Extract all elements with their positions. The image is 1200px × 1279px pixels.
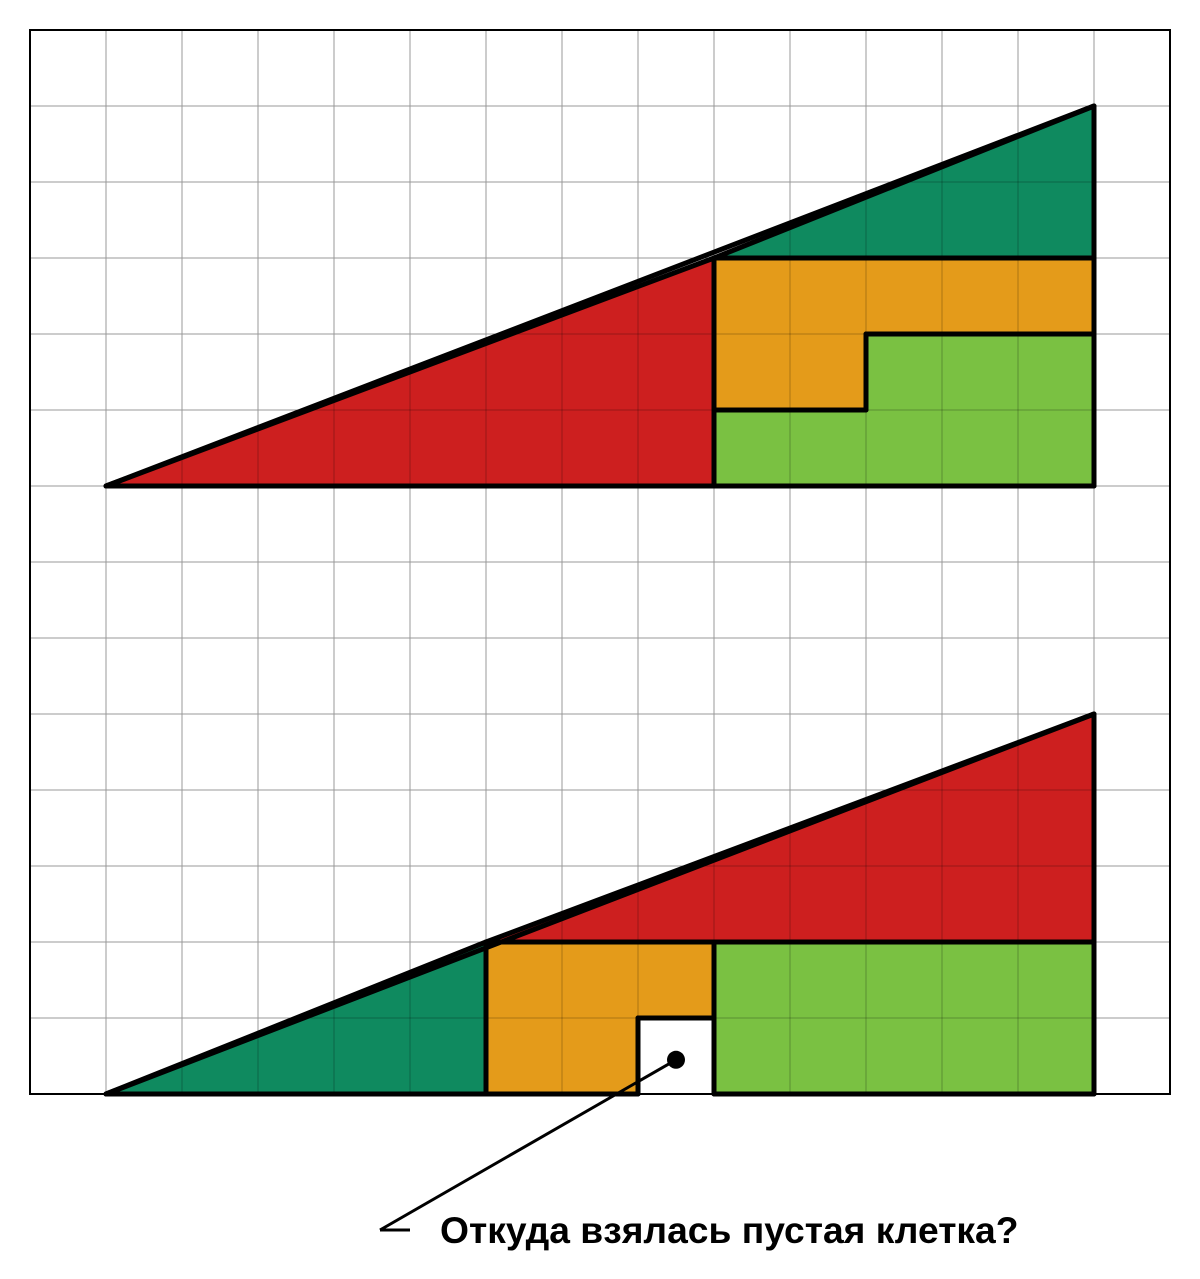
puzzle-diagram: Откуда взялась пустая клетка? [0, 0, 1200, 1279]
callout-dot [667, 1051, 685, 1069]
callout-label: Откуда взялась пустая клетка? [440, 1209, 1019, 1251]
diagram-svg: Откуда взялась пустая клетка? [0, 0, 1200, 1279]
